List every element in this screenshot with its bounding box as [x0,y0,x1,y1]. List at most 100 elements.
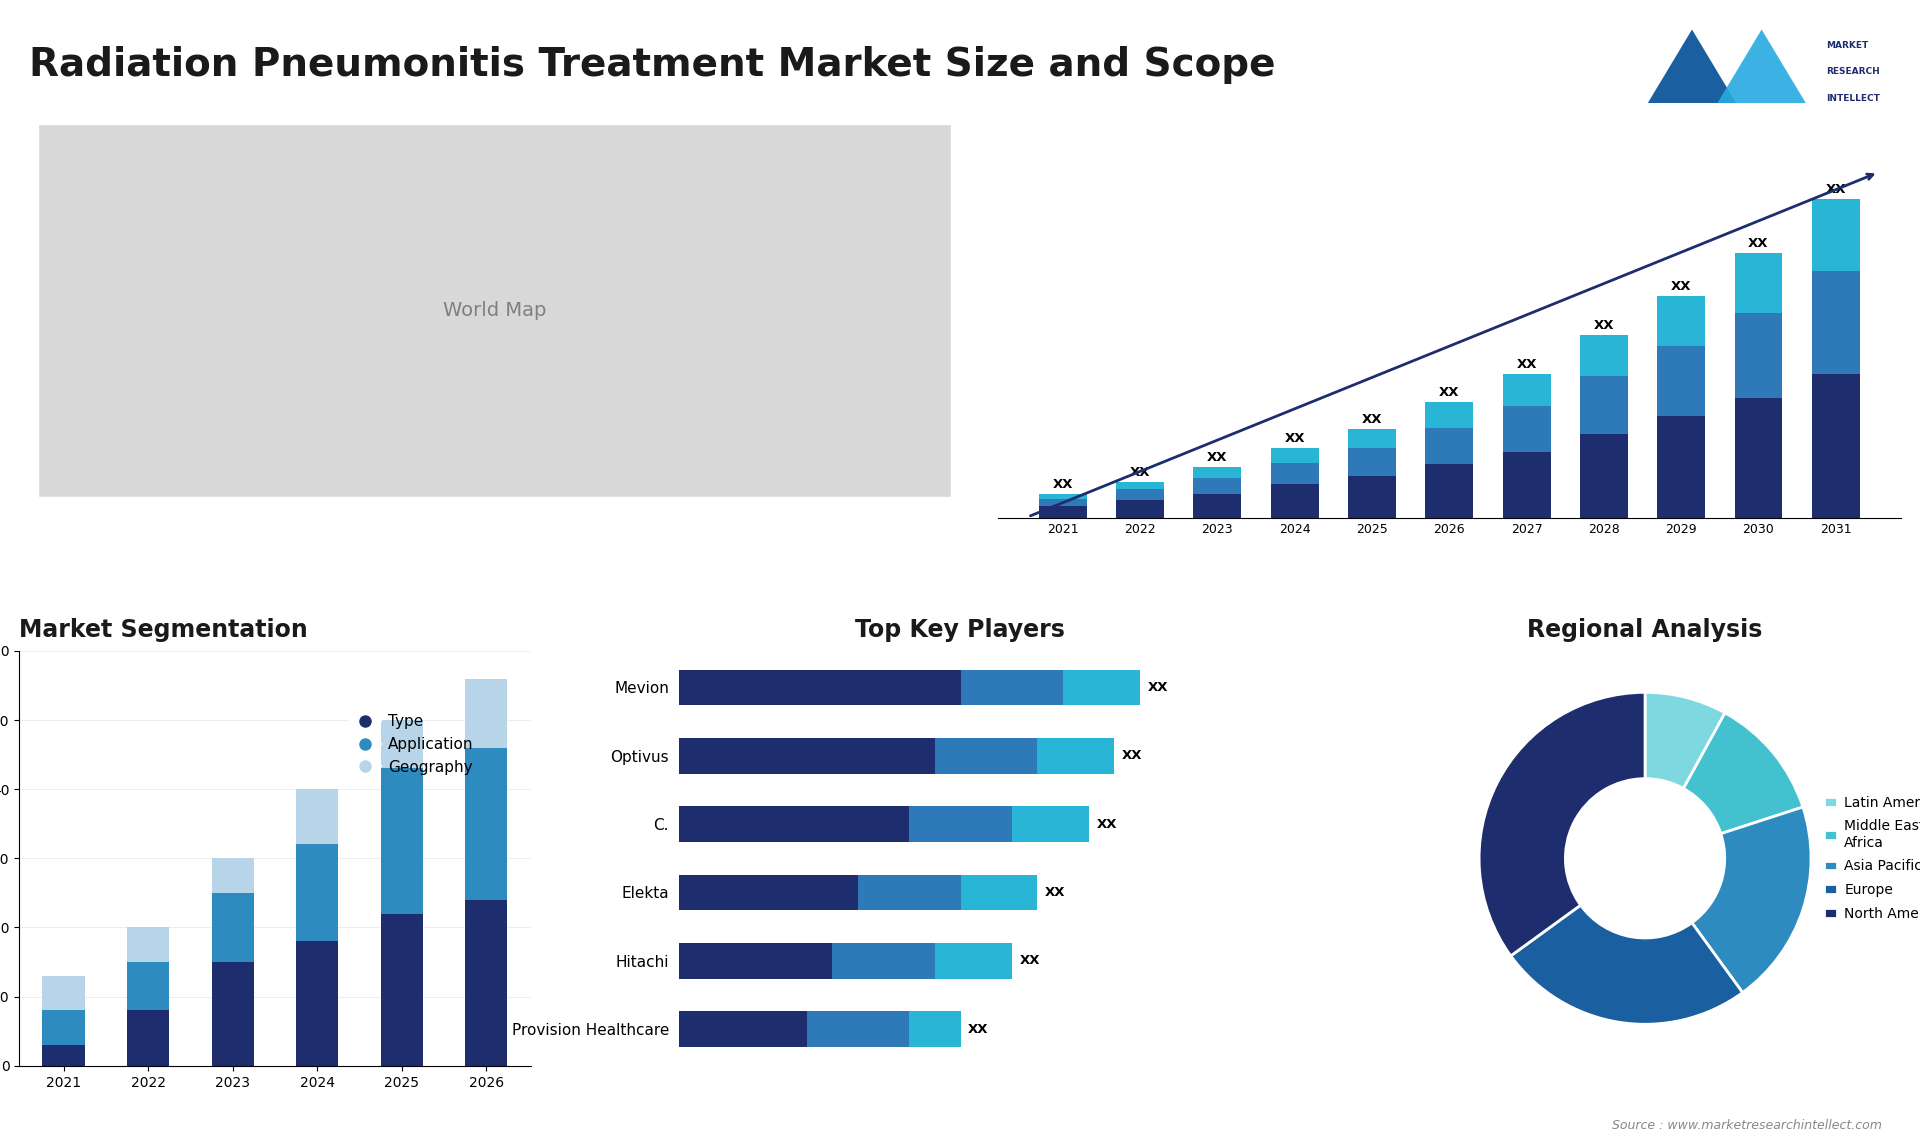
Bar [1039,499,1087,507]
Text: XX: XX [1284,432,1306,445]
Bar [1271,463,1319,485]
Text: MARKET: MARKET [1826,40,1868,49]
Bar [910,1012,960,1047]
Bar [1348,476,1396,518]
Bar [1039,494,1087,499]
Bar [806,1012,910,1047]
Bar [1037,738,1114,774]
Bar [42,1011,84,1045]
Bar [935,738,1037,774]
Text: Source : www.marketresearchintellect.com: Source : www.marketresearchintellect.com [1611,1120,1882,1132]
Bar [296,790,338,845]
Wedge shape [1511,905,1743,1025]
Text: Market Segmentation: Market Segmentation [19,618,307,642]
Bar [465,678,507,747]
Bar [960,669,1064,705]
Text: Radiation Pneumonitis Treatment Market Size and Scope: Radiation Pneumonitis Treatment Market S… [29,46,1275,84]
Text: XX: XX [1121,749,1142,762]
Bar [858,874,960,910]
Title: Regional Analysis: Regional Analysis [1528,618,1763,642]
Bar [1580,376,1628,433]
Bar [678,738,935,774]
Bar [1657,346,1705,416]
Bar [42,976,84,1011]
Bar [1425,402,1473,427]
Text: XX: XX [1052,478,1073,490]
Bar [1271,448,1319,463]
Legend: Latin America, Middle East &
Africa, Asia Pacific, Europe, North America: Latin America, Middle East & Africa, Asi… [1818,791,1920,926]
Bar [1580,335,1628,376]
Polygon shape [1705,30,1816,123]
Text: RESEARCH: RESEARCH [1826,68,1880,76]
Bar [42,1045,84,1066]
Bar [1734,313,1782,398]
Text: XX: XX [1148,681,1167,694]
Text: XX: XX [1020,955,1041,967]
Bar [1271,485,1319,518]
Bar [211,893,253,961]
Bar [1425,464,1473,518]
Text: XX: XX [1129,466,1150,479]
Text: XX: XX [1670,281,1692,293]
Bar [465,747,507,900]
Text: XX: XX [1361,413,1382,426]
Bar [1116,489,1164,500]
Bar [1194,478,1240,494]
Bar [380,769,422,913]
Bar [1064,669,1140,705]
Text: XX: XX [1208,452,1227,464]
Bar [1012,807,1089,842]
Bar [678,943,833,979]
Wedge shape [1692,807,1811,992]
Bar [380,720,422,769]
Bar [935,943,1012,979]
Bar [1580,433,1628,518]
Bar [678,807,910,842]
Bar [1812,199,1860,272]
Text: XX: XX [968,1022,989,1036]
Bar [211,961,253,1066]
Bar [1503,374,1551,406]
Bar [1503,406,1551,452]
Wedge shape [1478,692,1645,956]
Bar [678,669,960,705]
Bar [833,943,935,979]
Bar [1194,468,1240,478]
Text: World Map: World Map [444,301,545,320]
Text: INTELLECT: INTELLECT [1826,94,1880,103]
Text: XX: XX [1826,183,1845,196]
Wedge shape [1684,713,1803,833]
Bar [296,845,338,941]
Bar [127,1011,169,1066]
Bar [1116,500,1164,518]
Text: XX: XX [1096,817,1117,831]
Bar [1194,494,1240,518]
Bar [1657,416,1705,518]
Wedge shape [1645,692,1724,788]
Text: XX: XX [1517,358,1536,370]
Bar [211,858,253,893]
Bar [127,961,169,1011]
Legend: Type, Application, Geography: Type, Application, Geography [344,708,480,780]
Bar [296,941,338,1066]
Text: XX: XX [1044,886,1066,898]
Bar [1425,427,1473,464]
Bar [1039,507,1087,518]
Bar [127,927,169,961]
Bar [1348,429,1396,448]
Text: XX: XX [1594,319,1615,332]
Bar [960,874,1037,910]
Bar [1812,374,1860,518]
Bar [1657,297,1705,346]
Bar [380,913,422,1066]
Bar [678,1012,806,1047]
Bar [1348,448,1396,476]
Bar [678,874,858,910]
Bar [465,900,507,1066]
Bar [1812,272,1860,374]
Text: XX: XX [1438,386,1459,400]
Bar [1503,452,1551,518]
Bar [1734,398,1782,518]
Bar [1116,482,1164,489]
Title: Top Key Players: Top Key Players [854,618,1066,642]
